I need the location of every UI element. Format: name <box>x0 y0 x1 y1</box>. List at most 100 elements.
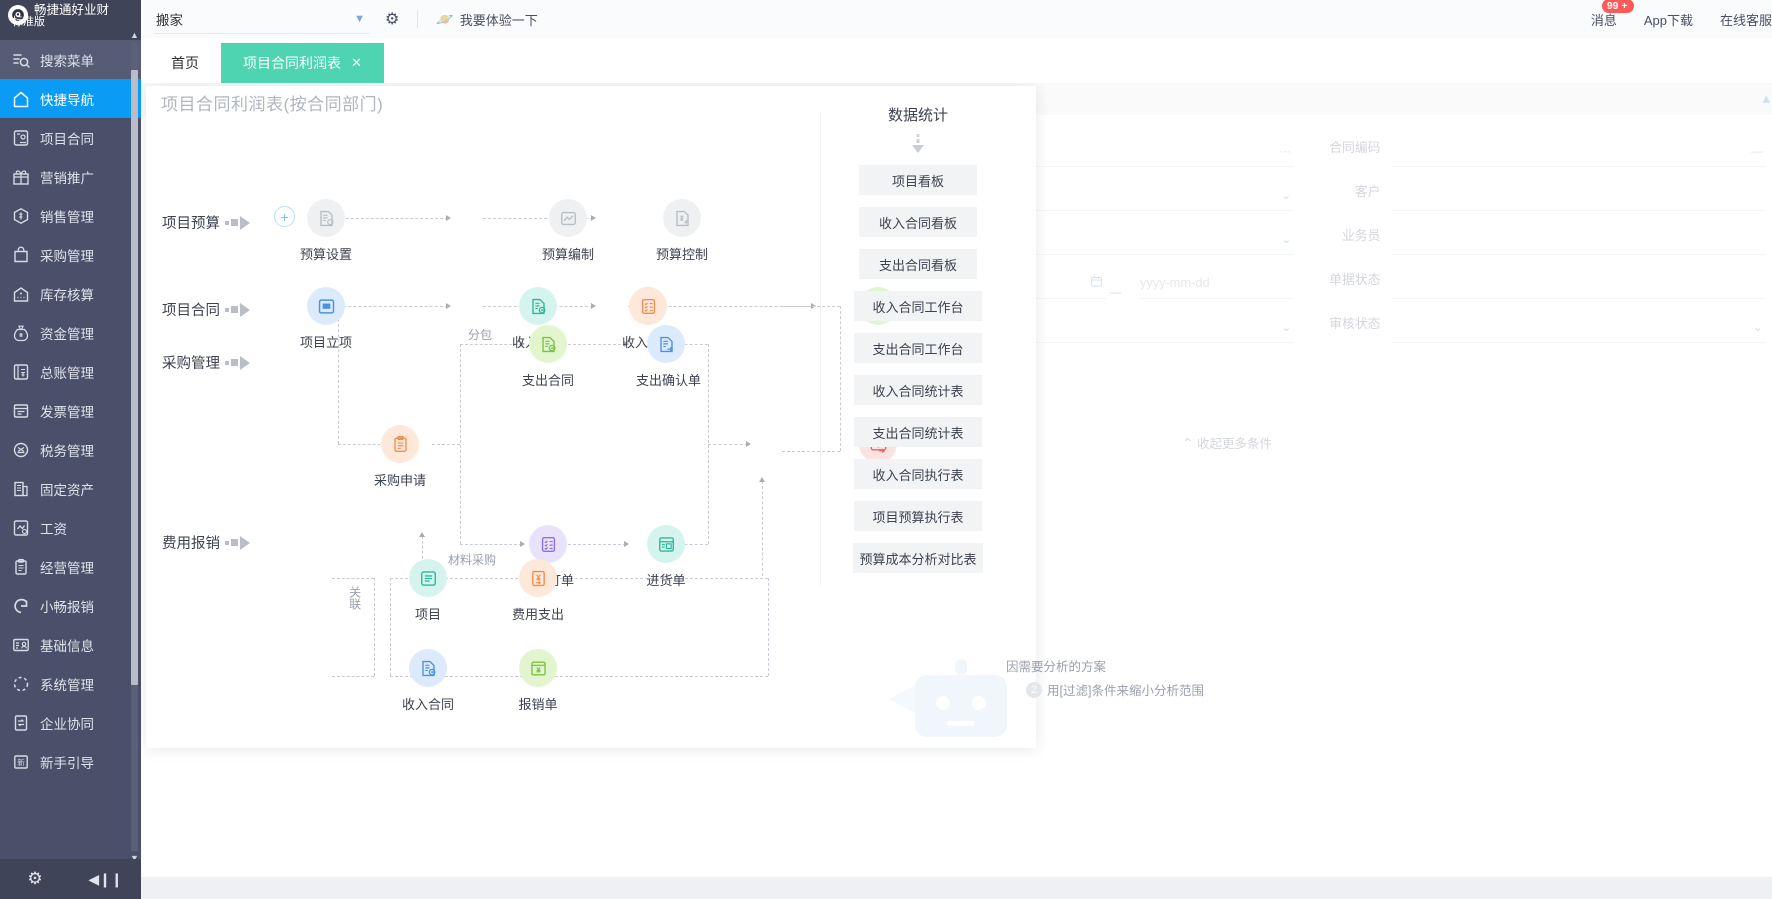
sidebar-item-15[interactable]: 基础信息 <box>0 625 141 664</box>
brand-subtitle: 标准版 <box>12 16 45 29</box>
sidebar-item-11[interactable]: 固定资产 <box>0 469 141 508</box>
doc-gear-icon <box>307 199 345 237</box>
sidebar-item-17[interactable]: 企业协同 <box>0 703 141 742</box>
clipboard-icon <box>12 558 30 576</box>
filter-input[interactable]: ⌄ <box>949 223 1295 255</box>
money-doc-icon <box>663 199 701 237</box>
edge-label-material-purchase: 材料采购 <box>446 551 499 568</box>
tab-0[interactable]: 首页 <box>149 43 221 83</box>
filter-field: 业务员 <box>1294 211 1766 255</box>
sidebar-item-4[interactable]: 销售管理 <box>0 196 141 235</box>
chart-doc-icon <box>549 199 587 237</box>
stats-button-2[interactable]: 支出合同看板 <box>859 249 977 279</box>
chevron-down-icon[interactable]: ⌄ <box>1281 187 1292 202</box>
payroll-icon <box>12 519 30 537</box>
filter-field: 单据状态 <box>1294 255 1766 299</box>
topbar-action-1[interactable]: App下载 <box>1639 10 1693 29</box>
filter-input[interactable] <box>1392 179 1766 211</box>
topbar-action-0[interactable]: 消息 99 + <box>1586 0 1634 29</box>
filter-input[interactable] <box>1392 223 1766 255</box>
flow-row-label-purchase: 采购管理 <box>162 352 250 373</box>
more-conditions-toggle[interactable]: ⌃ 收起更多条件 <box>1183 433 1273 452</box>
sidebar-item-label: 搜索菜单 <box>40 53 94 69</box>
sidebar-item-2[interactable]: 项目合同 <box>0 118 141 157</box>
flow-node-budget-control[interactable]: 预算控制 <box>652 199 712 263</box>
flow-node-project-setup[interactable]: 项目立项 <box>296 287 356 351</box>
flow-node-label: 报销单 <box>518 697 558 712</box>
topbar-action-2[interactable]: 在线客服 <box>1715 10 1772 29</box>
stats-button-5[interactable]: 收入合同统计表 <box>854 375 982 405</box>
sidebar-item-3[interactable]: 营销推广 <box>0 157 141 196</box>
chevron-down-icon[interactable]: ▼ <box>354 12 365 25</box>
sidebar-item-7[interactable]: 资金管理 <box>0 313 141 352</box>
flow-node-expense-confirm[interactable]: 支出确认单 <box>636 325 701 389</box>
sidebar-item-12[interactable]: 工资 <box>0 508 141 547</box>
sidebar-item-0[interactable]: 搜索菜单 <box>0 40 141 79</box>
add-node-button[interactable]: + <box>274 206 295 227</box>
hint-text-1: 因需要分析的方案 <box>1006 660 1107 674</box>
ellipsis-icon[interactable]: ··· <box>1279 143 1292 158</box>
money-bag-icon <box>12 324 30 342</box>
stats-button-6[interactable]: 支出合同统计表 <box>854 417 982 447</box>
stats-button-3[interactable]: 收入合同工作台 <box>854 291 982 321</box>
collapse-up-icon[interactable]: ▴ <box>1762 90 1770 107</box>
flow-node-budget-setting[interactable]: 预算设置 <box>296 199 356 263</box>
flow-node-label: 支出合同 <box>521 373 574 388</box>
sidebar-scrollbar[interactable]: ▲ ▼ <box>130 30 139 863</box>
flow-node-purchase-request[interactable]: 采购申请 <box>370 425 430 489</box>
flow-node-label: 预算控制 <box>655 247 708 262</box>
calendar-icon[interactable] <box>1090 275 1103 291</box>
sidebar-item-label: 系统管理 <box>40 677 94 693</box>
sidebar-item-10[interactable]: 税务管理 <box>0 430 141 469</box>
chevron-down-icon[interactable]: ⌄ <box>1752 319 1763 334</box>
sidebar-item-16[interactable]: 系统管理 <box>0 664 141 703</box>
filter-label: 业务员 <box>1342 228 1381 243</box>
filter-input[interactable]: — <box>1392 135 1766 167</box>
stats-button-9[interactable]: 预算成本分析对比表 <box>853 543 983 573</box>
row-arrow-icon <box>225 535 250 550</box>
close-icon[interactable]: ✕ <box>351 55 362 70</box>
tab-1[interactable]: 项目合同利润表 ✕ <box>221 43 384 83</box>
flow-node-label: 收入合同 <box>401 697 454 712</box>
flow-node-reimburse-form[interactable]: 报销单 <box>508 649 568 713</box>
sidebar-item-5[interactable]: 采购管理 <box>0 235 141 274</box>
chevron-down-icon[interactable]: ⌄ <box>1281 231 1292 246</box>
stats-button-0[interactable]: 项目看板 <box>859 165 977 195</box>
flow-node-expense-contract[interactable]: 支出合同 <box>518 325 578 389</box>
scroll-down-arrow-icon[interactable]: ▼ <box>130 853 139 863</box>
sidebar-item-9[interactable]: 发票管理 <box>0 391 141 430</box>
filter-input[interactable]: yyyy-mm-dd <box>1137 267 1295 299</box>
flow-node-budget-prepare[interactable]: 预算编制 <box>538 199 598 263</box>
scrollbar-thumb[interactable] <box>131 70 138 685</box>
filter-input[interactable] <box>1392 267 1766 299</box>
stats-button-7[interactable]: 收入合同执行表 <box>854 459 982 489</box>
flow-node-expense-out[interactable]: 费用支出 <box>508 559 568 623</box>
stats-button-1[interactable]: 收入合同看板 <box>859 207 977 237</box>
filter-input[interactable]: ⌄ <box>1392 311 1766 343</box>
filter-input[interactable]: ⌄ <box>949 311 1295 343</box>
chevron-down-icon[interactable]: ⌄ <box>1281 319 1292 334</box>
flow-node-project-2[interactable]: 项目 <box>398 559 458 623</box>
flow-node-receive-order[interactable]: 进货单 <box>636 525 696 589</box>
scroll-up-arrow-icon[interactable]: ▲ <box>130 30 139 40</box>
gear-icon[interactable]: ⚙ <box>27 869 43 888</box>
filter-input[interactable]: ⌄ <box>949 179 1295 211</box>
sidebar-item-14[interactable]: 小畅报销 <box>0 586 141 625</box>
sidebar-item-13[interactable]: 经营管理 <box>0 547 141 586</box>
filter-input[interactable]: ··· <box>949 135 1295 167</box>
stats-button-8[interactable]: 项目预算执行表 <box>854 501 982 531</box>
sidebar-item-8[interactable]: 总账管理 <box>0 352 141 391</box>
collapse-icon[interactable]: ◀❙❙ <box>88 870 123 887</box>
sidebar-item-6[interactable]: 库存核算 <box>0 274 141 313</box>
experience-button[interactable]: 🪐 我要体验一下 <box>436 10 537 29</box>
sidebar-item-label: 税务管理 <box>40 443 94 459</box>
sidebar-item-1[interactable]: 快捷导航 <box>0 79 141 118</box>
gear-icon[interactable]: ⚙ <box>385 11 400 28</box>
dash-icon[interactable]: — <box>1750 143 1763 158</box>
org-selector[interactable]: 搬家 ▼ <box>154 4 369 34</box>
sidebar-item-label: 销售管理 <box>40 209 94 225</box>
sidebar-item-18[interactable]: 新 新手引导 <box>0 742 141 781</box>
stats-button-4[interactable]: 支出合同工作台 <box>854 333 982 363</box>
brand-name: 畅捷通好业财 <box>34 3 110 17</box>
flow-node-income-contract-2[interactable]: 收入合同 <box>398 649 458 713</box>
